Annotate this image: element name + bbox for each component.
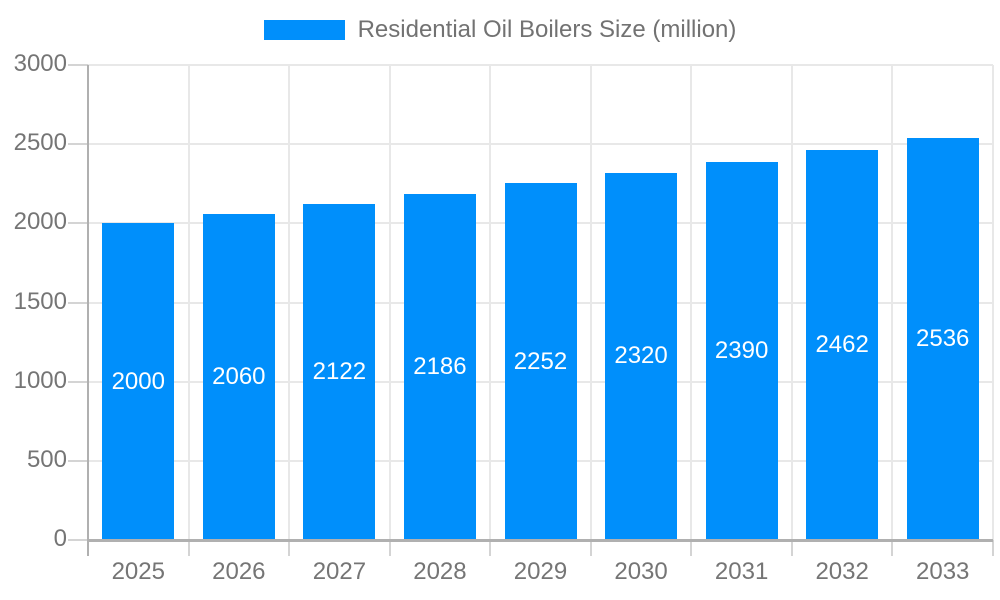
bar-value-label: 2000 — [111, 367, 165, 395]
grid-line-v — [388, 65, 391, 540]
bar-value-label: 2060 — [212, 362, 266, 390]
x-axis-tick-label: 2032 — [815, 558, 869, 585]
bar-value-label: 2536 — [916, 325, 970, 353]
y-axis-tick-label: 2500 — [13, 129, 67, 157]
bar-value-label: 2122 — [312, 358, 367, 385]
bar: 2060 — [202, 213, 275, 540]
y-axis-tick-label: 1000 — [13, 366, 67, 394]
x-axis-line — [88, 539, 993, 542]
x-axis-tick — [992, 540, 994, 556]
y-axis-line — [87, 65, 89, 556]
x-axis-tick-label: 2028 — [413, 558, 467, 585]
bar: 2252 — [504, 183, 577, 540]
x-axis-tick — [790, 540, 793, 556]
bar: 2000 — [102, 223, 175, 540]
bar: 2122 — [303, 204, 376, 540]
grid-line-h — [88, 64, 993, 66]
grid-line-h — [88, 143, 993, 146]
legend-swatch — [263, 20, 345, 40]
x-axis-tick — [388, 540, 391, 556]
y-axis-tick — [68, 222, 88, 225]
x-axis-tick-label: 2030 — [614, 558, 668, 585]
x-axis-tick — [690, 540, 693, 556]
x-axis-tick — [489, 540, 492, 556]
x-axis-tick-label: 2025 — [111, 558, 165, 585]
y-axis-tick-label: 500 — [26, 445, 67, 473]
grid-line-v — [589, 65, 592, 540]
y-axis-tick — [68, 459, 88, 462]
y-axis-tick-label: 2000 — [13, 208, 67, 236]
bar: 2186 — [403, 193, 476, 540]
bar: 2462 — [806, 150, 879, 540]
grid-line-v — [489, 65, 492, 540]
y-axis-tick-label: 3000 — [13, 50, 67, 77]
x-axis-tick — [187, 540, 190, 556]
x-axis-tick-label: 2027 — [312, 558, 367, 585]
bar-value-label: 2390 — [714, 336, 769, 364]
bar: 2390 — [705, 161, 778, 540]
x-axis-tick-label: 2029 — [513, 558, 568, 585]
x-axis-tick — [589, 540, 592, 556]
bar: 2536 — [906, 138, 979, 540]
y-axis-tick — [68, 380, 88, 383]
bar-value-label: 2252 — [513, 347, 568, 375]
y-axis-tick — [68, 143, 88, 146]
x-axis-tick-label: 2026 — [212, 558, 266, 585]
y-axis-tick-label: 1500 — [13, 287, 67, 315]
bar: 2320 — [605, 172, 678, 540]
y-axis-tick — [68, 301, 88, 304]
bar-value-label: 2186 — [413, 352, 467, 380]
grid-line-v — [790, 65, 793, 540]
legend-label: Residential Oil Boilers Size (million) — [357, 16, 737, 43]
grid-line-v — [187, 65, 190, 540]
x-axis-tick-label: 2031 — [714, 558, 769, 585]
bar-value-label: 2320 — [614, 342, 668, 370]
x-axis-tick-label: 2033 — [916, 558, 970, 585]
y-axis-tick-label: 0 — [53, 525, 67, 552]
bar-value-label: 2462 — [815, 331, 869, 359]
grid-line-v — [891, 65, 894, 540]
x-axis-tick — [891, 540, 894, 556]
grid-line-v — [992, 65, 994, 540]
x-axis-tick — [288, 540, 291, 556]
legend-item[interactable]: Residential Oil Boilers Size (million) — [263, 16, 737, 44]
y-axis-tick — [68, 539, 88, 541]
legend: Residential Oil Boilers Size (million) — [0, 16, 1000, 44]
grid-line-v — [690, 65, 693, 540]
grid-line-v — [288, 65, 291, 540]
y-axis-tick — [68, 64, 88, 66]
